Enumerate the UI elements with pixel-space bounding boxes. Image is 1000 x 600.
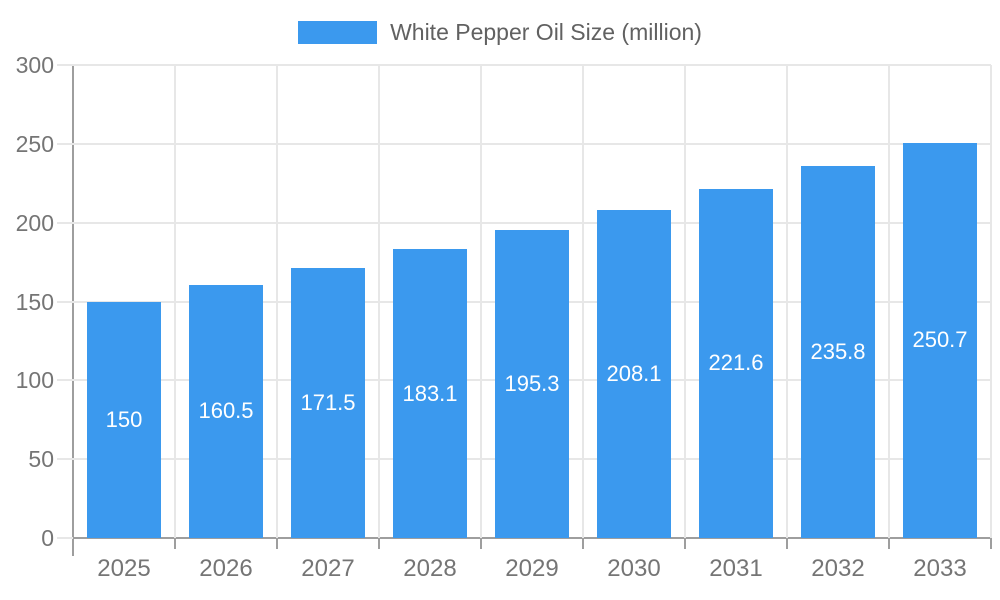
plot-area: 150 160.5 171.5 183.1 195.3 208.1 221.6 235.8 25… xyxy=(73,64,992,538)
x-tick xyxy=(276,538,278,549)
x-tick xyxy=(990,538,992,549)
gridline-horizontal xyxy=(73,64,991,66)
y-axis-line xyxy=(72,64,74,556)
bar: 208.1 xyxy=(597,209,671,538)
y-tick-label: 100 xyxy=(15,367,54,394)
legend-swatch xyxy=(298,20,378,44)
x-tick xyxy=(582,538,584,549)
x-tick-label: 2029 xyxy=(505,555,559,582)
x-tick-label: 2031 xyxy=(709,555,763,582)
x-tick xyxy=(684,538,686,549)
gridline-vertical xyxy=(480,65,482,538)
y-tick xyxy=(57,64,73,66)
x-tick-label: 2026 xyxy=(199,555,253,582)
legend-label: White Pepper Oil Size (million) xyxy=(390,18,702,45)
gridline-horizontal xyxy=(73,142,991,145)
bar: 195.3 xyxy=(495,230,569,538)
x-tick-label: 2028 xyxy=(403,555,457,582)
bar: 235.8 xyxy=(801,166,875,538)
x-tick xyxy=(378,538,380,549)
bar: 160.5 xyxy=(189,284,263,538)
bar-value-label: 208.1 xyxy=(606,360,662,386)
x-tick xyxy=(174,538,176,549)
y-tick-label: 300 xyxy=(15,52,54,78)
x-tick-label: 2027 xyxy=(301,555,355,582)
y-tick-label: 200 xyxy=(15,209,54,236)
x-tick-label: 2033 xyxy=(913,555,967,582)
gridline-horizontal xyxy=(73,221,991,224)
gridline-vertical xyxy=(684,65,686,538)
bar-value-label: 171.5 xyxy=(300,389,356,415)
x-tick-label: 2030 xyxy=(607,555,661,582)
bar: 221.6 xyxy=(699,188,773,538)
gridline-vertical xyxy=(174,65,176,538)
y-tick-label: 50 xyxy=(28,446,54,473)
y-tick xyxy=(57,537,73,539)
y-tick xyxy=(57,142,73,145)
y-tick xyxy=(57,300,73,303)
gridline-vertical xyxy=(888,65,890,538)
y-tick-label: 250 xyxy=(15,130,54,157)
x-tick xyxy=(888,538,890,549)
x-axis-line xyxy=(73,537,991,539)
bar-value-label: 150 xyxy=(105,406,143,432)
gridline-vertical xyxy=(276,65,278,538)
gridline-vertical xyxy=(582,65,584,538)
bar-value-label: 221.6 xyxy=(708,350,764,376)
gridline-vertical xyxy=(378,65,380,538)
bar-value-label: 235.8 xyxy=(810,339,866,365)
legend: White Pepper Oil Size (million) xyxy=(0,18,1000,46)
x-tick xyxy=(786,538,788,549)
bar: 150 xyxy=(87,301,161,538)
bar-value-label: 183.1 xyxy=(402,380,458,406)
x-tick-label: 2032 xyxy=(811,555,865,582)
y-tick xyxy=(57,379,73,382)
bar: 250.7 xyxy=(903,142,977,538)
x-tick xyxy=(480,538,482,549)
gridline-vertical xyxy=(990,65,992,538)
bar: 183.1 xyxy=(393,249,467,538)
gridline-vertical xyxy=(786,65,788,538)
x-tick-label: 2025 xyxy=(97,555,151,582)
bar: 171.5 xyxy=(291,267,365,538)
bar-value-label: 160.5 xyxy=(198,398,254,424)
bar-value-label: 195.3 xyxy=(504,371,560,397)
y-tick-label: 150 xyxy=(15,288,54,315)
y-tick xyxy=(57,221,73,224)
y-tick xyxy=(57,458,73,461)
y-tick-label: 0 xyxy=(41,525,54,551)
bar-value-label: 250.7 xyxy=(912,327,968,353)
